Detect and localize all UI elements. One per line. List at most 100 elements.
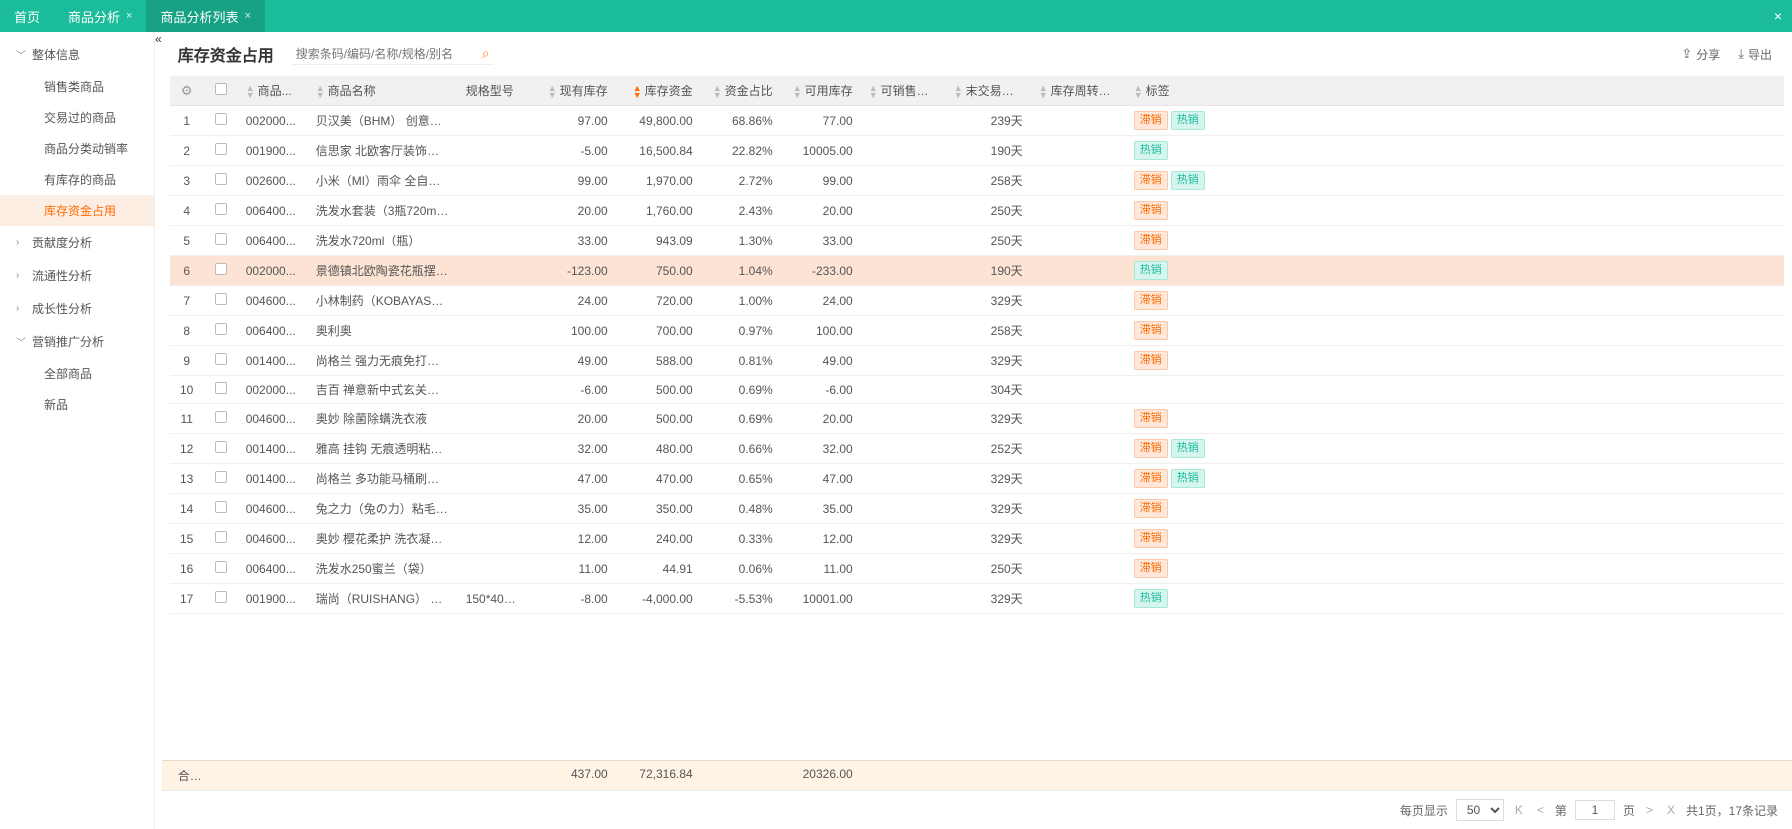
- table-row[interactable]: 8006400...奥利奥100.00700.000.97%100.00258天…: [170, 316, 1784, 346]
- tab-close-icon[interactable]: ×: [244, 10, 250, 22]
- table-row[interactable]: 4006400...洗发水套装（3瓶720ml+1）20.001,760.002…: [170, 196, 1784, 226]
- column-header[interactable]: ▲▼商品...: [238, 76, 308, 106]
- pager-next-button[interactable]: >: [1643, 803, 1656, 817]
- row-checkbox[interactable]: [215, 353, 227, 365]
- column-header[interactable]: ▲▼库存周转天数: [1031, 76, 1126, 106]
- row-checkbox[interactable]: [215, 203, 227, 215]
- column-header[interactable]: ▲▼商品名称: [308, 76, 458, 106]
- gear-icon[interactable]: ⚙: [181, 83, 193, 98]
- cell-spec: [458, 256, 536, 286]
- cell-tags: 滞销: [1126, 494, 1236, 524]
- share-button[interactable]: ⇪ 分享: [1677, 44, 1724, 65]
- export-button[interactable]: ⤓ 导出: [1734, 44, 1776, 65]
- search-input[interactable]: [296, 47, 476, 61]
- row-index: 11: [170, 404, 204, 434]
- summary-cell: [238, 767, 308, 784]
- row-checkbox[interactable]: [215, 323, 227, 335]
- row-checkbox[interactable]: [215, 591, 227, 603]
- table-row[interactable]: 9001400...尚格兰 强力无痕免打孔浴室49.00588.000.81%4…: [170, 346, 1784, 376]
- sidebar-item[interactable]: 销售类商品: [0, 71, 154, 102]
- table-row[interactable]: 10002000...吉百 禅意新中式玄关摆件客-6.00500.000.69%…: [170, 376, 1784, 404]
- pager-first-button[interactable]: K: [1512, 803, 1526, 817]
- cell-fund: -4,000.00: [616, 584, 701, 614]
- sidebar-group-header[interactable]: ›成长性分析: [0, 292, 154, 325]
- tab[interactable]: 首页: [0, 0, 54, 32]
- cell-ratio: 0.06%: [701, 554, 781, 584]
- cell-code: 001400...: [238, 346, 308, 376]
- cell-turndays: [1031, 226, 1126, 256]
- table-row[interactable]: 2001900...信思家 北欧客厅装饰画卧室-5.0016,500.8422.…: [170, 136, 1784, 166]
- search-icon[interactable]: ⌕: [482, 45, 490, 62]
- column-header[interactable]: ▲▼现有库存: [536, 76, 616, 106]
- sidebar-item[interactable]: 有库存的商品: [0, 164, 154, 195]
- column-header[interactable]: ▲▼可用库存: [781, 76, 861, 106]
- row-checkbox[interactable]: [215, 441, 227, 453]
- cell-saledays: [861, 554, 946, 584]
- table-row[interactable]: 13001400...尚格兰 多功能马桶刷套装 卫47.00470.000.65…: [170, 464, 1784, 494]
- row-index: 7: [170, 286, 204, 316]
- sidebar-item[interactable]: 商品分类动销率: [0, 133, 154, 164]
- sidebar-group-header[interactable]: ﹀营销推广分析: [0, 325, 154, 358]
- cell-name: 雅高 挂钩 无痕透明粘钩 强: [308, 434, 458, 464]
- table-row[interactable]: 1002000...贝汉美（BHM） 创意北欧97.0049,800.0068.…: [170, 106, 1784, 136]
- tab[interactable]: 商品分析×: [54, 0, 146, 32]
- sort-icon: ▲▼: [246, 85, 255, 99]
- pager-page-input[interactable]: [1575, 800, 1615, 820]
- cell-turndays: [1031, 494, 1126, 524]
- column-header[interactable]: ▲▼标签: [1126, 76, 1236, 106]
- row-checkbox[interactable]: [215, 411, 227, 423]
- table-row[interactable]: 14004600...兔之力（兔の力）粘毛器粘35.00350.000.48%3…: [170, 494, 1784, 524]
- cell-stock: 32.00: [536, 434, 616, 464]
- row-checkbox[interactable]: [215, 143, 227, 155]
- cell-fund: 470.00: [616, 464, 701, 494]
- sidebar-item[interactable]: 全部商品: [0, 358, 154, 389]
- table-row[interactable]: 3002600...小米（MI）雨伞 全自动折叠99.001,970.002.7…: [170, 166, 1784, 196]
- tag-badge: 热销: [1171, 439, 1205, 458]
- table-row[interactable]: 16006400...洗发水250蜜兰（袋）11.0044.910.06%11.…: [170, 554, 1784, 584]
- cell-lastdeal: 329天: [946, 494, 1031, 524]
- table-row[interactable]: 15004600...奥妙 樱花柔护 洗衣凝珠 1012.00240.000.3…: [170, 524, 1784, 554]
- cell-tags: 滞销: [1126, 524, 1236, 554]
- table-row[interactable]: 11004600...奥妙 除菌除螨洗衣液20.00500.000.69%20.…: [170, 404, 1784, 434]
- row-checkbox[interactable]: [215, 113, 227, 125]
- sidebar-group-header[interactable]: ›流通性分析: [0, 259, 154, 292]
- sidebar-item[interactable]: 新品: [0, 389, 154, 420]
- sidebar-group-header[interactable]: ﹀整体信息: [0, 38, 154, 71]
- perpage-select[interactable]: 50: [1456, 799, 1504, 821]
- sidebar-item[interactable]: 库存资金占用: [0, 195, 154, 226]
- pager-last-button[interactable]: X: [1664, 803, 1678, 817]
- tab[interactable]: 商品分析列表×: [146, 0, 264, 32]
- row-checkbox[interactable]: [215, 293, 227, 305]
- pager-prev-button[interactable]: <: [1534, 803, 1547, 817]
- column-header[interactable]: ▲▼资金占比: [701, 76, 781, 106]
- sidebar-collapse-button[interactable]: «: [155, 32, 162, 829]
- row-checkbox[interactable]: [215, 501, 227, 513]
- row-checkbox[interactable]: [215, 263, 227, 275]
- row-checkbox[interactable]: [215, 561, 227, 573]
- column-header[interactable]: ▲▼可销售天数: [861, 76, 946, 106]
- row-checkbox[interactable]: [215, 382, 227, 394]
- column-header[interactable]: ▲▼库存资金: [616, 76, 701, 106]
- sidebar-group-header[interactable]: ›贡献度分析: [0, 226, 154, 259]
- table-row[interactable]: 17001900...瑞尚（RUISHANG） 卧室150*40厘米-8.00-…: [170, 584, 1784, 614]
- cell-avail: 10001.00: [781, 584, 861, 614]
- table-row[interactable]: 7004600...小林制药（KOBAYASHI）日24.00720.001.0…: [170, 286, 1784, 316]
- table-row[interactable]: 6002000...景德镇北欧陶瓷花瓶摆件 优-123.00750.001.04…: [170, 256, 1784, 286]
- sidebar-item[interactable]: 交易过的商品: [0, 102, 154, 133]
- row-checkbox[interactable]: [215, 233, 227, 245]
- tag-badge: 滞销: [1134, 439, 1168, 458]
- cell-fund: 1,760.00: [616, 196, 701, 226]
- cell-fund: 1,970.00: [616, 166, 701, 196]
- row-checkbox[interactable]: [215, 173, 227, 185]
- table-row[interactable]: 12001400...雅高 挂钩 无痕透明粘钩 强32.00480.000.66…: [170, 434, 1784, 464]
- row-checkbox[interactable]: [215, 471, 227, 483]
- row-checkbox[interactable]: [215, 531, 227, 543]
- column-header[interactable]: ▲▼末交易天数: [946, 76, 1031, 106]
- cell-name: 尚格兰 强力无痕免打孔浴室: [308, 346, 458, 376]
- close-all-icon[interactable]: ×: [1774, 0, 1782, 32]
- sort-icon: ▲▼: [1134, 85, 1143, 99]
- table-row[interactable]: 5006400...洗发水720ml（瓶）33.00943.091.30%33.…: [170, 226, 1784, 256]
- tab-close-icon[interactable]: ×: [126, 10, 132, 22]
- cell-stock: 49.00: [536, 346, 616, 376]
- select-all-checkbox[interactable]: [215, 83, 227, 95]
